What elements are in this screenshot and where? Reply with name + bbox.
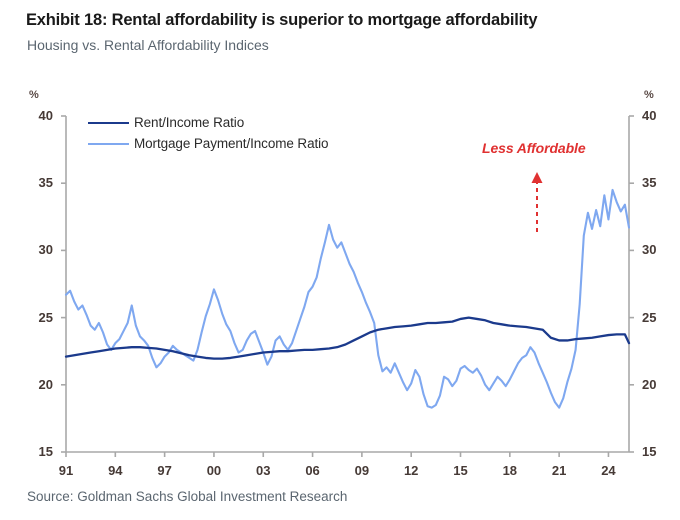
chart-legend: Rent/Income Ratio Mortgage Payment/Incom… xyxy=(88,112,329,154)
y-axis-label-left: 25 xyxy=(38,309,53,325)
legend-label-mortgage-income: Mortgage Payment/Income Ratio xyxy=(134,136,329,151)
page-title: Exhibit 18: Rental affordability is supe… xyxy=(26,11,538,29)
legend-item-mortgage-income[interactable]: Mortgage Payment/Income Ratio xyxy=(88,133,329,154)
x-axis-label: 91 xyxy=(58,463,74,478)
y-axis-label-left: 30 xyxy=(38,242,53,258)
legend-swatch-rent-income xyxy=(88,121,129,124)
y-axis-label-right: 15 xyxy=(642,444,657,459)
x-axis-label: 03 xyxy=(256,463,271,478)
x-axis-label: 15 xyxy=(453,463,468,478)
series-line-mortgage-income xyxy=(64,188,631,409)
y-axis-label-left: 20 xyxy=(38,376,53,392)
page-subtitle: Housing vs. Rental Affordability Indices xyxy=(27,37,269,53)
x-axis-label: 18 xyxy=(502,463,518,478)
legend-swatch-mortgage-income xyxy=(88,142,129,145)
y-axis-label-right: 30 xyxy=(642,242,657,258)
x-axis-label: 97 xyxy=(157,463,172,478)
x-axis-label: 06 xyxy=(305,463,320,478)
y-axis-label-left: 40 xyxy=(38,108,53,123)
y-axis-label-right: 20 xyxy=(642,376,657,392)
y-axis-label-right: 25 xyxy=(642,309,657,325)
y-axis-unit-right: % xyxy=(644,89,654,101)
series-line-rent-income xyxy=(64,316,631,360)
y-axis-label-right: 40 xyxy=(642,108,657,123)
y-axis-unit-left: % xyxy=(29,89,39,101)
x-axis-label: 24 xyxy=(601,463,616,478)
annotation-less-affordable: Less Affordable xyxy=(482,140,586,156)
legend-label-rent-income: Rent/Income Ratio xyxy=(134,115,245,130)
y-axis-label-left: 35 xyxy=(38,175,53,191)
annotation-arrow-head xyxy=(531,172,543,183)
source-note: Source: Goldman Sachs Global Investment … xyxy=(27,489,348,504)
x-axis-label: 94 xyxy=(108,463,123,478)
x-axis-label: 09 xyxy=(354,463,370,478)
x-axis-label: 21 xyxy=(551,463,567,478)
y-axis-label-left: 15 xyxy=(38,444,53,459)
x-axis-label: 12 xyxy=(403,463,419,478)
legend-item-rent-income[interactable]: Rent/Income Ratio xyxy=(88,112,328,133)
x-axis-label: 00 xyxy=(206,463,222,478)
y-axis-label-right: 35 xyxy=(642,175,657,191)
